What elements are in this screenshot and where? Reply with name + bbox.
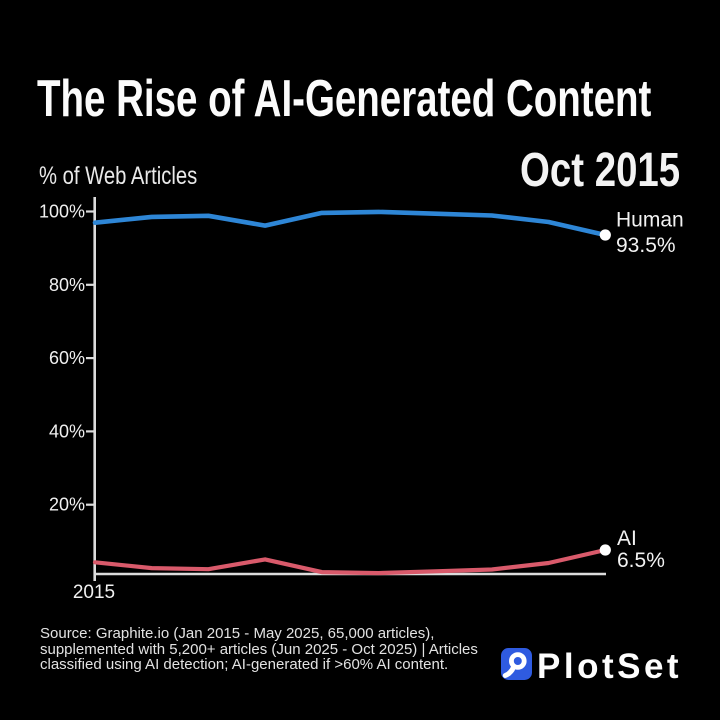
svg-text:2015: 2015 [73, 582, 115, 603]
svg-text:20%: 20% [49, 495, 85, 515]
svg-text:40%: 40% [49, 421, 85, 441]
svg-text:AI: AI [617, 527, 637, 550]
svg-text:100%: 100% [39, 202, 85, 222]
svg-text:6.5%: 6.5% [617, 549, 665, 572]
svg-text:80%: 80% [49, 275, 85, 295]
svg-text:60%: 60% [49, 348, 85, 368]
svg-text:93.5%: 93.5% [616, 234, 676, 257]
svg-text:Human: Human [616, 209, 684, 232]
